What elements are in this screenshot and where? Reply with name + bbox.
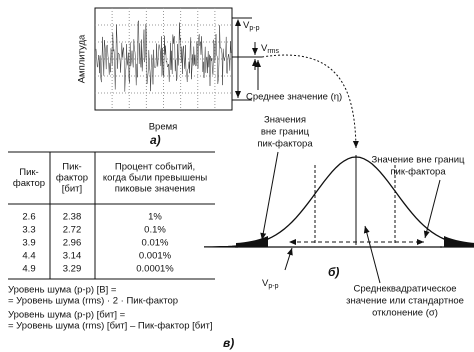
- symbol: V: [243, 20, 250, 31]
- table-cell: 3.29: [63, 264, 82, 275]
- sigma-label: отклонение (σ): [372, 308, 438, 319]
- table-cell: 0.01%: [142, 238, 169, 249]
- formula: Уровень шума (p-p) [бит] =: [8, 310, 126, 321]
- pointer: [363, 225, 381, 284]
- mean-label: Среднее значение (η): [246, 92, 342, 103]
- table-cell: 2.38: [63, 212, 82, 223]
- sigma-label: Среднеквадратическое: [353, 284, 456, 295]
- outlier-label: Значение вне границ: [371, 155, 465, 166]
- symbol: V: [261, 43, 268, 54]
- y-axis-label: Амплитуда: [77, 34, 88, 83]
- panel-tag: а): [150, 133, 161, 147]
- table-header: пиковые значения: [115, 184, 195, 195]
- table-cell: 4.9: [22, 264, 35, 275]
- table-header: фактор: [56, 173, 88, 184]
- table-cell: 3.14: [63, 251, 82, 262]
- table-cell: 1%: [148, 212, 162, 223]
- noise-trace: [95, 20, 232, 92]
- subscript: p-p: [249, 25, 259, 32]
- table-cell: 2.96: [63, 238, 82, 249]
- subscript: p-p: [268, 283, 278, 290]
- outlier-label: вне границ: [261, 127, 310, 138]
- formula: = Уровень шума (rms) · 2 · Пик-фактор: [8, 296, 178, 307]
- symbol: V: [262, 278, 269, 289]
- distribution-curve: [203, 155, 474, 248]
- waveform-plot: [94, 7, 233, 111]
- x-axis-label: Время: [149, 122, 178, 133]
- outlier-label: пик-фактора: [390, 167, 446, 178]
- outlier-label: Значения: [264, 115, 306, 126]
- formula: Уровень шума (p-p) [В] =: [8, 285, 117, 296]
- table-cell: 0.001%: [139, 251, 172, 262]
- table-header: Процент событий,: [115, 162, 195, 173]
- outlier-label: пик-фактора: [257, 139, 313, 150]
- table-cell: 3.3: [22, 225, 35, 236]
- table-cell: 0.1%: [144, 225, 166, 236]
- vpp-label: Vp-p: [243, 20, 260, 32]
- formula: = Уровень шума (rms) [бит] – Пик-фактор …: [8, 321, 213, 332]
- table: [8, 151, 215, 280]
- panel-tag: в): [223, 336, 234, 350]
- table-cell: 3.9: [22, 238, 35, 249]
- vpp-label: Vp-p: [262, 278, 279, 290]
- link-arrow: [261, 54, 359, 149]
- table-header: Пик-: [19, 167, 38, 178]
- pointer: [423, 179, 441, 239]
- pointer: [260, 151, 279, 241]
- table-header: Пик-: [62, 162, 81, 173]
- panel-tag: б): [328, 265, 339, 279]
- subscript: rms: [267, 48, 279, 55]
- pointer: [284, 247, 293, 271]
- table-header: когда были превышены: [103, 173, 208, 184]
- table-cell: 2.72: [63, 225, 82, 236]
- vrms-label: Vrms: [261, 43, 280, 55]
- table-header: [бит]: [62, 184, 82, 195]
- table-cell: 4.4: [22, 251, 35, 262]
- table-header: фактор: [13, 178, 45, 189]
- table-cell: 2.6: [22, 212, 35, 223]
- sigma-label: значение или стандартное: [346, 296, 464, 307]
- table-cell: 0.0001%: [136, 264, 174, 275]
